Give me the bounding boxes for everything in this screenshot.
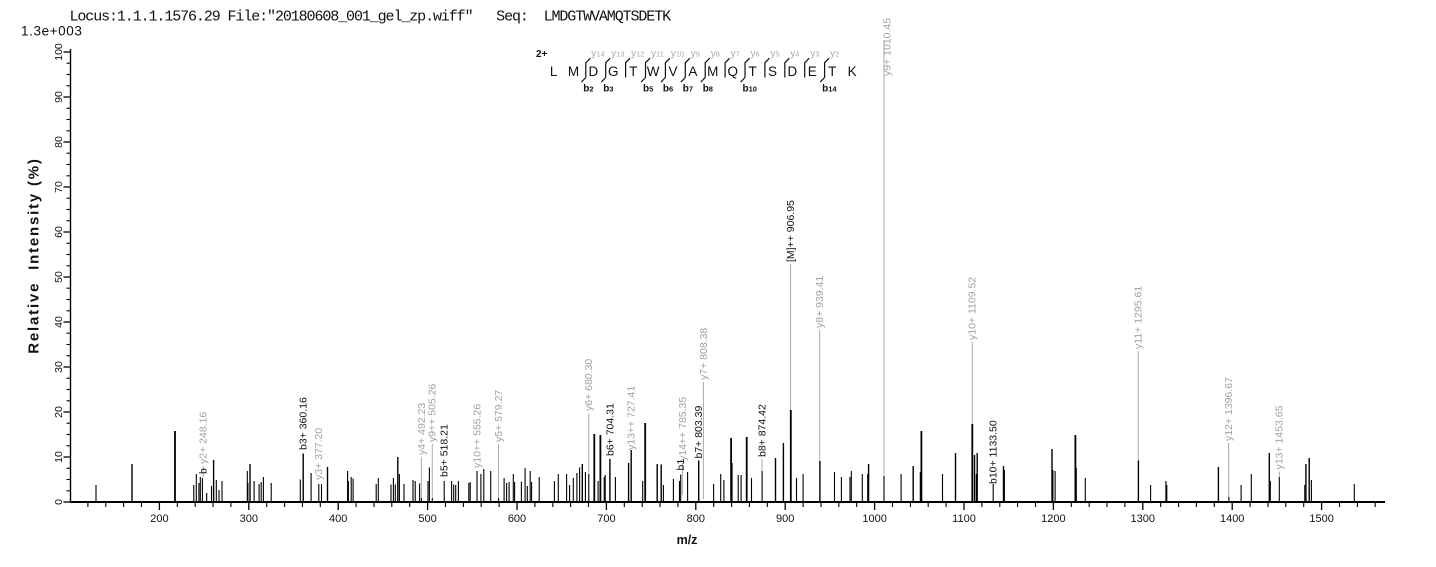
svg-text:y9++ 505.26: y9++ 505.26 [427, 383, 439, 442]
svg-text:b2: b2 [583, 84, 593, 95]
svg-text:Locus:1.1.1.1576.29 File:"2018: Locus:1.1.1.1576.29 File:"20180608_001_g… [70, 9, 672, 26]
svg-text:50: 50 [53, 271, 65, 283]
svg-text:900: 900 [776, 513, 794, 525]
svg-text:y12+ 1396.67: y12+ 1396.67 [1223, 377, 1235, 441]
svg-text:Relative Intensity (%): Relative Intensity (%) [26, 157, 43, 353]
svg-text:y12: y12 [631, 49, 644, 60]
svg-text:100: 100 [53, 43, 65, 61]
svg-text:y5+ 579.27: y5+ 579.27 [493, 390, 505, 442]
svg-text:b8+ 874.42: b8+ 874.42 [756, 404, 768, 457]
svg-text:90: 90 [53, 91, 65, 103]
svg-text:y6: y6 [751, 49, 760, 60]
svg-text:2+: 2+ [536, 49, 548, 60]
svg-text:T: T [828, 64, 836, 79]
svg-text:A: A [688, 64, 697, 79]
svg-text:y3: y3 [810, 49, 819, 60]
svg-text:y11+ 1295.61: y11+ 1295.61 [1133, 286, 1145, 349]
svg-text:b10+ 1133.50: b10+ 1133.50 [988, 420, 1000, 484]
svg-text:y8: y8 [711, 49, 720, 60]
svg-text:b6+ 704.31: b6+ 704.31 [605, 403, 617, 456]
svg-text:y13+ 1453.65: y13+ 1453.65 [1274, 405, 1286, 469]
svg-text:30: 30 [53, 361, 65, 373]
svg-text:D: D [589, 64, 599, 79]
svg-text:b7+ 803.39: b7+ 803.39 [693, 405, 705, 458]
svg-text:y14: y14 [591, 49, 604, 60]
svg-text:T: T [748, 64, 756, 79]
svg-text:b5: b5 [643, 84, 653, 95]
svg-text:m/z: m/z [677, 533, 698, 547]
svg-text:E: E [808, 64, 817, 79]
svg-text:y4+ 492.23: y4+ 492.23 [416, 403, 428, 455]
svg-text:T: T [629, 64, 637, 79]
svg-text:500: 500 [418, 513, 436, 525]
svg-text:b14: b14 [822, 84, 837, 95]
svg-text:400: 400 [329, 513, 347, 525]
svg-text:b1: b1 [675, 459, 687, 471]
svg-text:y2: y2 [830, 49, 839, 60]
svg-text:y10: y10 [671, 49, 684, 60]
svg-text:200: 200 [150, 513, 168, 525]
svg-text:1100: 1100 [952, 513, 976, 525]
svg-text:10: 10 [53, 451, 65, 463]
svg-text:y5: y5 [770, 49, 779, 60]
svg-text:1400: 1400 [1220, 513, 1244, 525]
svg-text:b3: b3 [603, 84, 613, 95]
svg-text:80: 80 [53, 136, 65, 148]
svg-text:M: M [568, 64, 579, 79]
svg-text:Q: Q [727, 64, 738, 79]
svg-text:y14++ 785.35: y14++ 785.35 [677, 397, 689, 461]
svg-text:y2+ 248.16: y2+ 248.16 [198, 412, 210, 464]
svg-text:L: L [550, 64, 558, 79]
svg-text:60: 60 [53, 226, 65, 238]
svg-text:G: G [608, 64, 619, 79]
svg-text:b5+ 518.21: b5+ 518.21 [439, 424, 451, 477]
svg-text:y10+ 1109.52: y10+ 1109.52 [967, 277, 979, 340]
svg-text:y7: y7 [731, 49, 740, 60]
svg-text:y10++ 555.26: y10++ 555.26 [471, 404, 483, 468]
svg-text:b6: b6 [663, 84, 673, 95]
svg-text:y4: y4 [790, 49, 799, 60]
svg-text:y9: y9 [691, 49, 700, 60]
svg-text:b: b [197, 468, 209, 474]
svg-text:40: 40 [53, 316, 65, 328]
svg-text:y3+ 377.20: y3+ 377.20 [313, 428, 325, 480]
svg-text:1200: 1200 [1041, 513, 1065, 525]
svg-text:y6+ 680.30: y6+ 680.30 [583, 359, 595, 411]
svg-text:y7+ 808.38: y7+ 808.38 [698, 328, 710, 380]
svg-text:y11: y11 [651, 49, 664, 60]
svg-text:b8: b8 [703, 84, 713, 95]
svg-text:y13: y13 [611, 49, 624, 60]
svg-text:b3+ 360.16: b3+ 360.16 [298, 397, 310, 450]
svg-text:y13++ 727.41: y13++ 727.41 [626, 386, 638, 450]
svg-text:S: S [768, 64, 777, 79]
svg-text:70: 70 [53, 181, 65, 193]
svg-text:b7: b7 [683, 84, 693, 95]
svg-text:1500: 1500 [1309, 513, 1333, 525]
svg-text:D: D [788, 64, 798, 79]
svg-text:V: V [668, 64, 677, 79]
svg-text:1300: 1300 [1131, 513, 1155, 525]
svg-text:1000: 1000 [862, 513, 886, 525]
svg-text:600: 600 [508, 513, 526, 525]
svg-text:0: 0 [53, 499, 65, 505]
svg-text:800: 800 [687, 513, 705, 525]
svg-text:M: M [707, 64, 718, 79]
svg-text:[M]++ 906.95: [M]++ 906.95 [785, 200, 797, 262]
svg-text:y9+ 1010.45: y9+ 1010.45 [881, 18, 893, 76]
svg-text:300: 300 [240, 513, 258, 525]
svg-text:W: W [647, 64, 660, 79]
svg-text:K: K [848, 64, 857, 79]
svg-text:20: 20 [53, 406, 65, 418]
svg-text:y8+ 939.41: y8+ 939.41 [814, 276, 826, 328]
svg-text:700: 700 [597, 513, 615, 525]
svg-text:1.3e+003: 1.3e+003 [21, 24, 82, 39]
svg-text:b10: b10 [743, 84, 757, 95]
